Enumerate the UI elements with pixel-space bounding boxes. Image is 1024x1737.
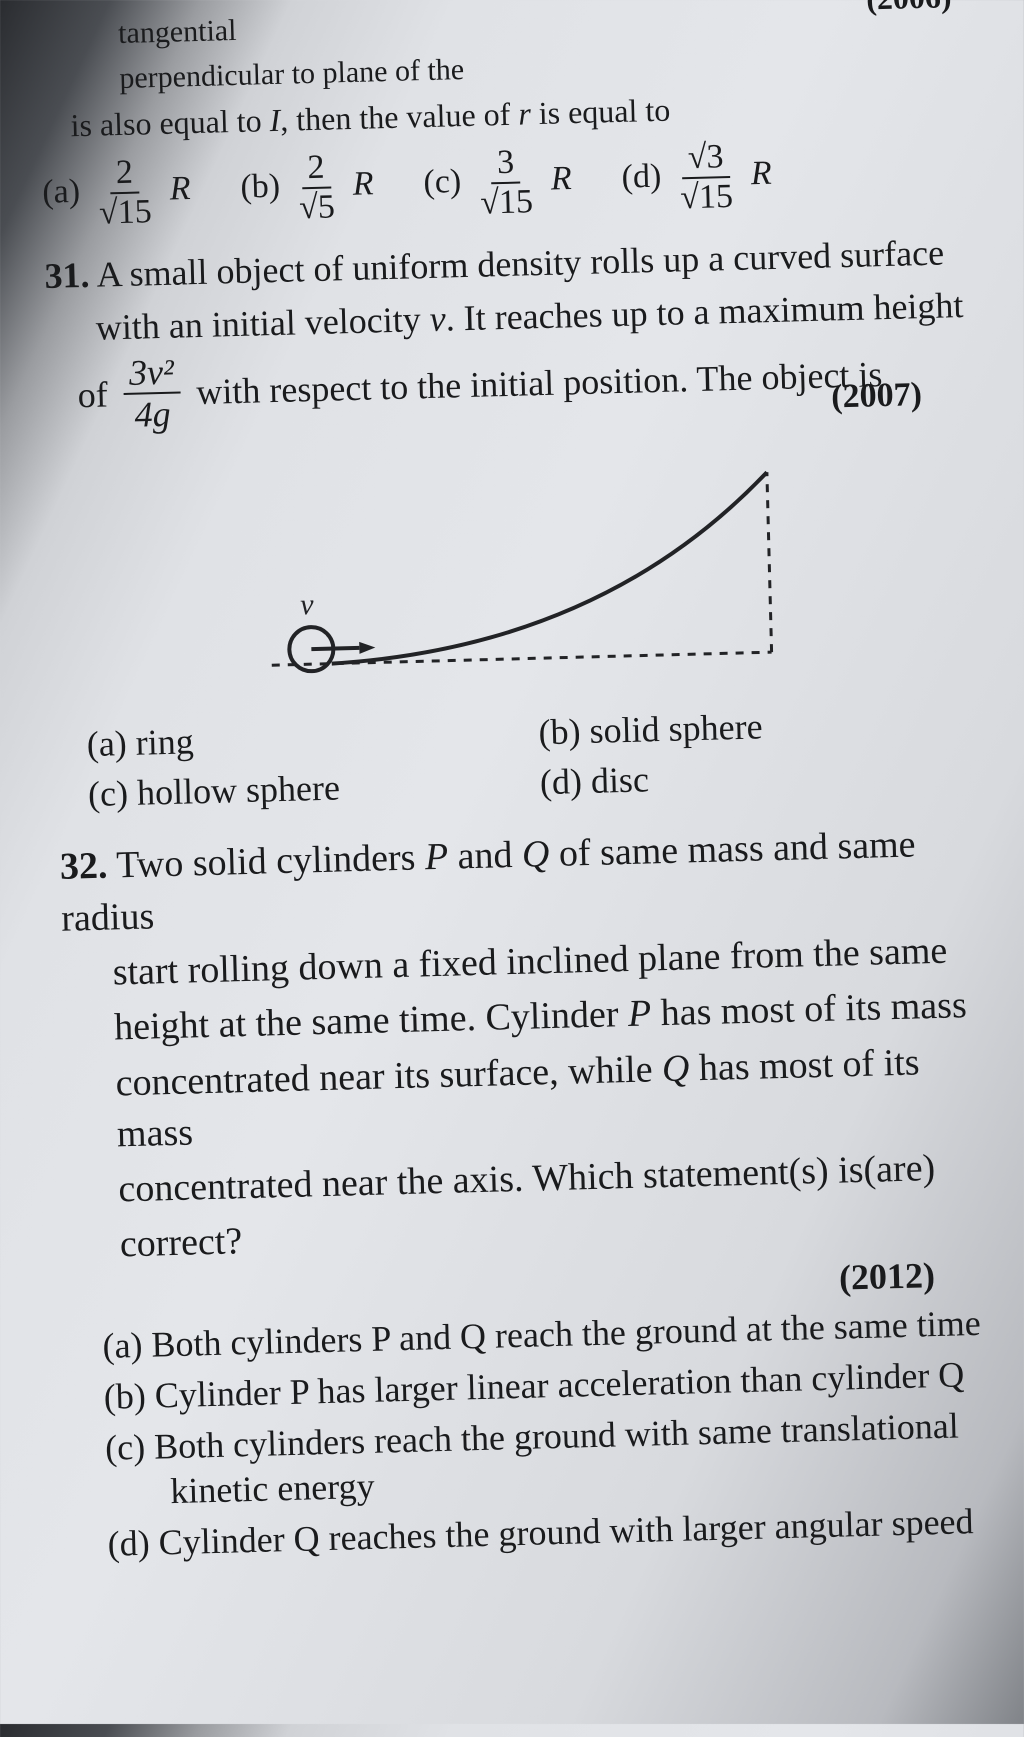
q30-opt-d: (d) √3 √15 R [621,139,773,217]
q31-opt-d: (d) disc [539,750,992,804]
q32-l3a: height at the same time. Cylinder [114,993,629,1048]
frac-num: 3 [491,146,521,185]
frac-den: 4g [128,394,177,433]
q32-P1: P [424,836,448,879]
frac-num: 3v² [123,354,181,395]
opt-suffix: R [169,170,191,208]
fraction: 2 √15 [92,155,159,231]
q32-l4a: concentrated near its surface, while [115,1048,662,1104]
ramp-figure-svg: v [236,442,802,697]
q32-Q2: Q [661,1047,690,1090]
q32-l1a: Two solid cylinders [116,837,426,887]
fraction: √3 √15 [673,140,740,216]
q30-opt-b: (b) 2 √5 R [240,150,375,227]
q32-and: and [448,834,523,878]
frac-den: √15 [474,183,540,221]
q30-opt-a: (a) 2 √15 R [41,154,191,232]
q32-l3b: has most of its mass [651,984,968,1034]
opt-suffix: R [750,155,772,193]
q31-opt-b: (b) solid sphere [538,700,991,754]
q32-options: (a) Both cylinders P and Q reach the gro… [102,1300,1012,1567]
q32-number: 32. [59,845,108,888]
opt-label: (d) [621,158,662,196]
q31-text2b: . It reaches up to a maximum height [445,285,964,339]
q31-opt-a: (a) ring [86,712,539,766]
opt-label: (b) [240,168,281,206]
q30-frag3b: , then the value of [280,96,519,138]
frac-den: √5 [293,188,342,225]
figure-v-label: v [300,588,315,621]
q30-year: (2006) [866,0,952,17]
q31-options: (a) ring (b) solid sphere (c) hollow sph… [86,700,992,816]
q31-number: 31. [44,255,90,296]
opt-suffix: R [550,160,572,198]
q31-figure: v [236,442,802,702]
fraction: 2 √5 [292,150,342,225]
q32-line1: 32. Two solid cylinders P and Q of same … [59,818,995,945]
frac-num: 2 [301,151,331,190]
q31-of: of [77,374,108,417]
q30-frag3a: is also equal to [70,102,270,143]
q31-opt-c: (c) hollow sphere [88,762,541,816]
q31-text2a: with an initial velocity [95,299,430,348]
q31-v: v [429,298,446,338]
opt-label: (a) [42,173,81,211]
q30-options: (a) 2 √15 R (b) 2 √5 R (c) 3 √15 R (d) [41,134,977,232]
fraction: 3 √15 [473,145,540,221]
frac-num: 2 [109,156,139,195]
q32-opt-c: (c) Both cylinders reach the ground with… [105,1402,1011,1516]
q30-frag3c: is equal to [530,92,670,132]
q32-Q1: Q [521,833,550,876]
opt-label: (c) [423,163,462,201]
q31-fraction: 3v² 4g [123,354,182,433]
page: (2006) tangential perpendicular to plane… [0,0,1024,1595]
q32-P2: P [627,993,651,1036]
opt-suffix: R [352,165,374,203]
frac-den: √15 [674,178,740,216]
frac-den: √15 [93,193,159,231]
frac-num: √3 [681,140,730,179]
q30-opt-c: (c) 3 √15 R [423,144,573,222]
q32-line4: concentrated near its surface, while Q h… [115,1035,1001,1161]
